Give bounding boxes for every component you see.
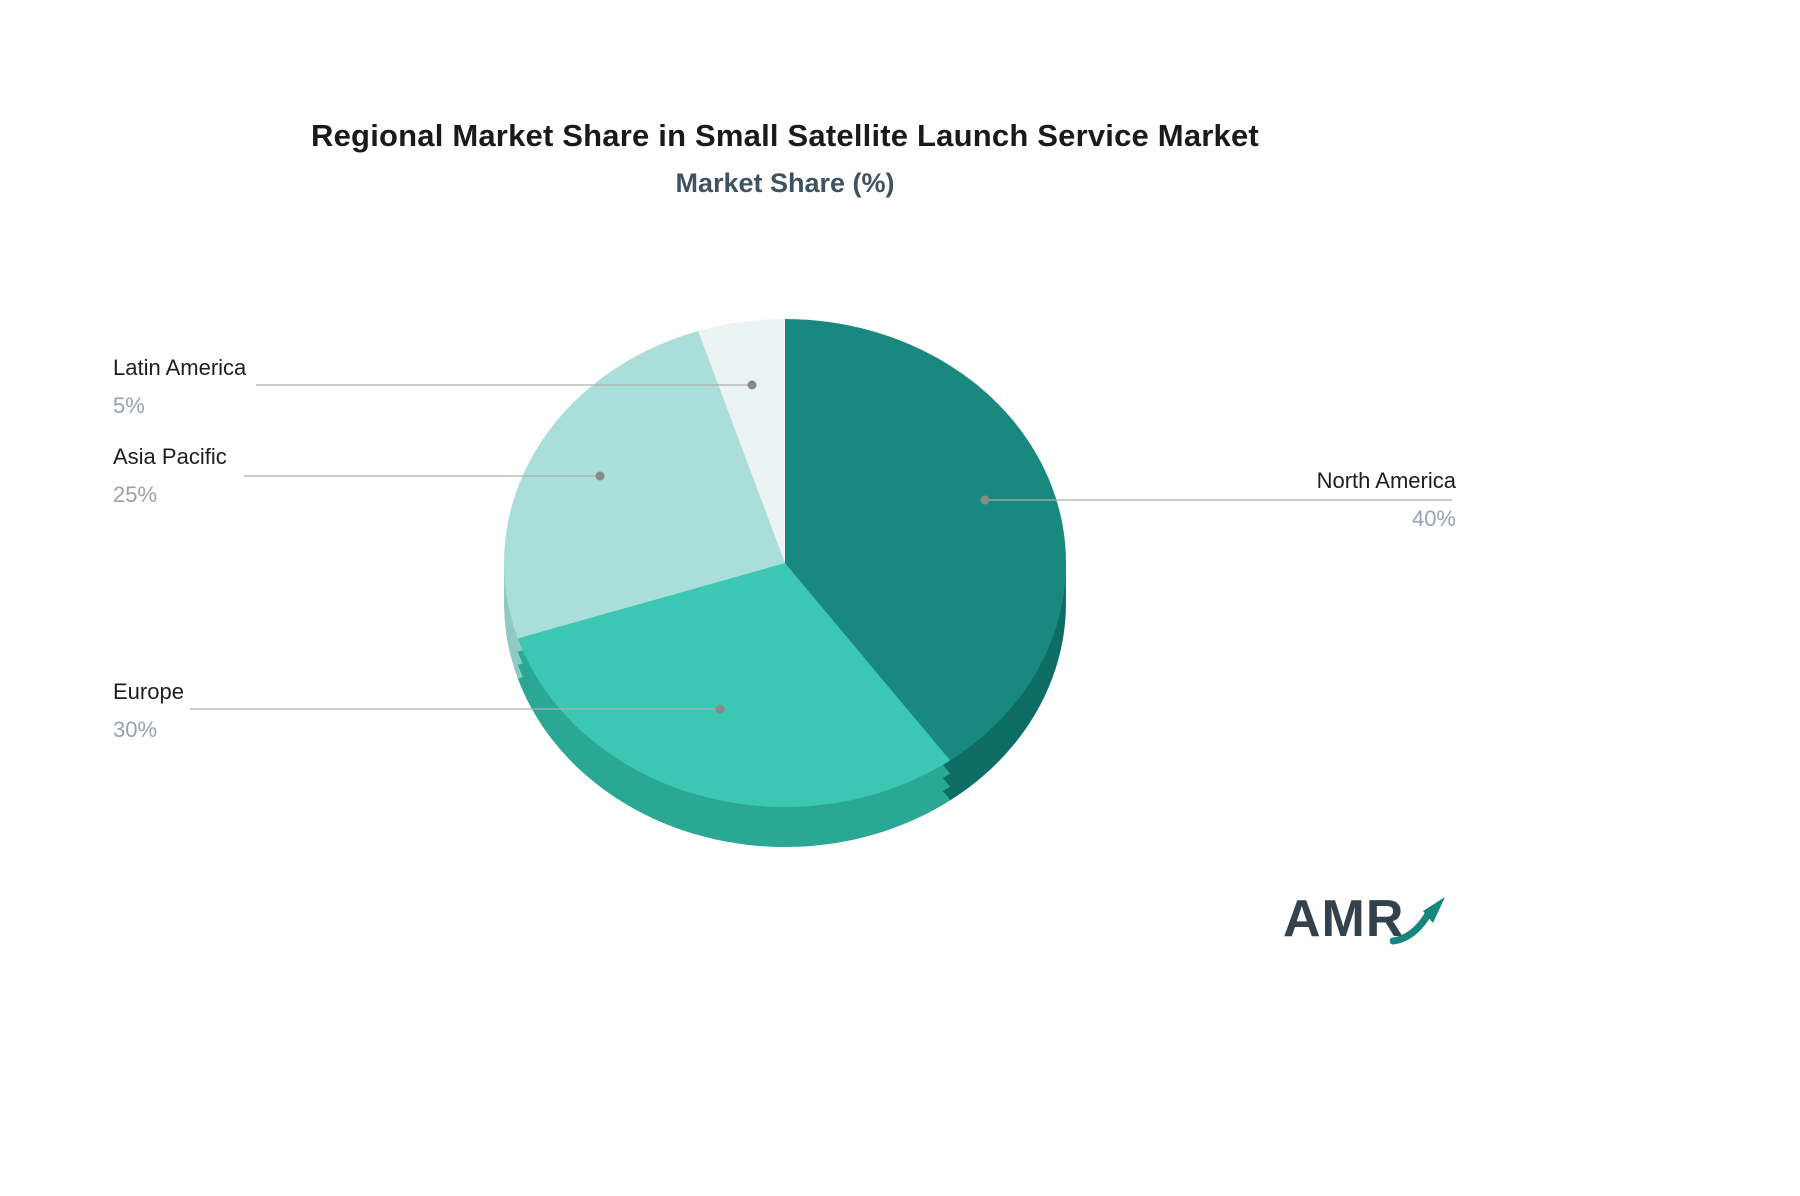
leader-dot-europe: [715, 704, 725, 714]
chart-subtitle: Market Share (%): [675, 168, 895, 198]
label-europe: Europe 30%: [113, 681, 184, 741]
pie-slice-europe: [517, 563, 951, 807]
amr-logo-text: AMR: [1283, 890, 1405, 948]
slice-label-value: 30%: [113, 717, 158, 742]
slice-label-value: 5%: [113, 393, 145, 418]
leader-dot-latin-america: [747, 380, 757, 390]
label-north-america: North America 40%: [1317, 470, 1456, 530]
slice-label-name: Europe: [113, 679, 184, 704]
leader-dot-asia-pacific: [595, 471, 605, 481]
amr-logo: AMR: [1283, 893, 1446, 947]
slice-label-value: 40%: [1411, 506, 1456, 531]
pie-slice-north-america: [785, 319, 1066, 761]
label-latin-america: Latin America 5%: [113, 357, 246, 417]
slice-label-name: Latin America: [113, 355, 247, 380]
slice-label-name: North America: [1316, 468, 1456, 493]
pie-slice-asia-pacific: [504, 330, 785, 639]
chart-title: Regional Market Share in Small Satellite…: [311, 118, 1259, 153]
slice-label-value: 25%: [113, 482, 158, 507]
pie-slice-latin-america: [698, 319, 785, 563]
slice-label-name: Asia Pacific: [113, 444, 227, 469]
amr-logo-arrow-icon: [1390, 897, 1446, 945]
label-asia-pacific: Asia Pacific 25%: [113, 446, 227, 506]
leader-dot-north-america: [980, 495, 990, 505]
